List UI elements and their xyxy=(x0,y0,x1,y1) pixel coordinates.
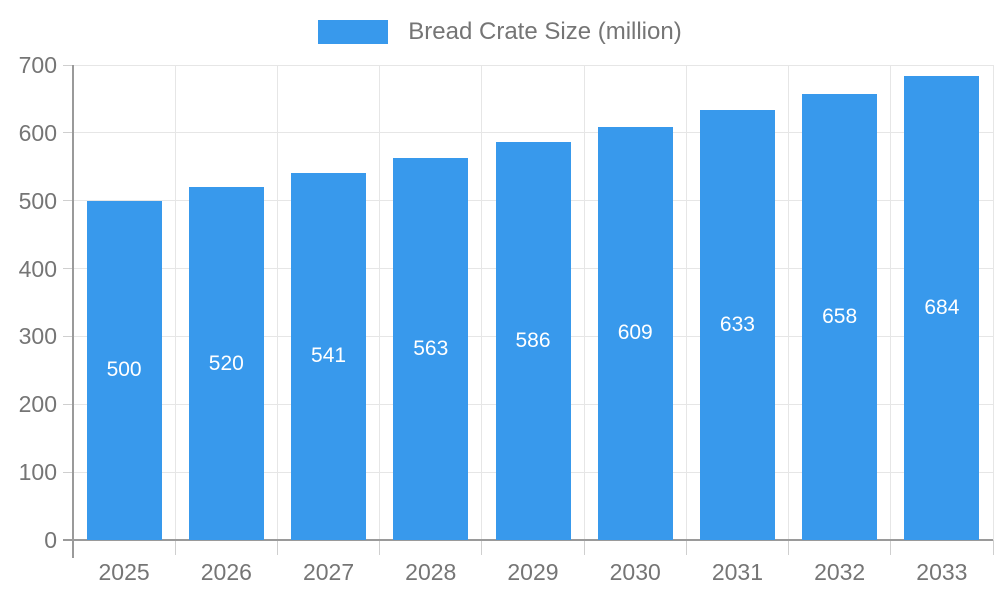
x-axis-tick xyxy=(481,540,483,555)
vertical-gridline xyxy=(583,65,585,540)
x-axis-tick xyxy=(992,540,994,555)
x-axis-label: 2027 xyxy=(302,559,355,585)
bar xyxy=(597,126,673,540)
bar-value-label: 609 xyxy=(617,321,653,345)
vertical-gridline xyxy=(481,65,483,540)
x-axis-tick xyxy=(890,540,892,555)
vertical-gridline xyxy=(174,65,176,540)
x-axis-label: 2026 xyxy=(200,559,252,585)
y-axis-label: 400 xyxy=(18,255,57,282)
y-axis-tick xyxy=(63,200,73,202)
legend-swatch-icon xyxy=(318,20,389,44)
vertical-gridline xyxy=(992,65,994,540)
x-axis-label: 2030 xyxy=(609,559,661,585)
x-axis-label: 2031 xyxy=(711,559,764,585)
y-axis-label: 0 xyxy=(44,527,57,553)
bar xyxy=(86,200,162,540)
bar-value-label: 658 xyxy=(822,304,858,328)
bar-value-label: 684 xyxy=(924,295,960,319)
vertical-gridline xyxy=(788,65,790,540)
bar xyxy=(904,75,980,540)
y-axis-line xyxy=(72,65,74,558)
bar-value-label: 563 xyxy=(413,336,449,360)
vertical-gridline xyxy=(685,65,687,540)
x-axis-tick xyxy=(788,540,790,555)
y-axis-label: 100 xyxy=(18,459,57,486)
vertical-gridline xyxy=(890,65,892,540)
vertical-gridline xyxy=(276,65,278,540)
y-axis-tick xyxy=(63,403,73,405)
horizontal-gridline xyxy=(73,132,993,134)
x-axis-tick xyxy=(685,540,687,555)
y-axis-tick xyxy=(63,335,73,337)
x-axis-label: 2032 xyxy=(814,559,866,585)
bar xyxy=(291,172,367,540)
y-axis-label: 300 xyxy=(18,323,57,350)
bar-value-label: 541 xyxy=(311,344,347,368)
bar-value-label: 520 xyxy=(208,351,244,375)
x-axis-label: 2028 xyxy=(405,559,457,585)
bar-value-label: 500 xyxy=(106,358,142,382)
y-axis-tick xyxy=(63,268,73,270)
y-axis-label: 200 xyxy=(18,391,57,418)
x-axis-tick xyxy=(583,540,585,555)
y-axis-tick xyxy=(63,132,73,134)
x-axis-tick xyxy=(276,540,278,555)
bar-value-label: 633 xyxy=(719,313,755,337)
y-axis-label: 600 xyxy=(18,119,57,146)
y-axis-tick xyxy=(63,64,73,66)
bar xyxy=(699,110,775,540)
x-axis-label: 2029 xyxy=(507,559,559,585)
x-axis-label: 2033 xyxy=(916,559,968,585)
chart-legend[interactable]: Bread Crate Size (million) xyxy=(0,16,1000,48)
x-axis-line xyxy=(63,539,993,541)
bar-value-label: 586 xyxy=(515,329,551,353)
bar xyxy=(495,142,571,540)
bar xyxy=(802,93,878,540)
x-axis-label: 2025 xyxy=(98,559,150,585)
vertical-gridline xyxy=(379,65,381,540)
y-axis-label: 700 xyxy=(18,52,57,78)
y-axis-tick xyxy=(63,471,73,473)
bar xyxy=(393,157,469,540)
y-axis-label: 500 xyxy=(18,187,57,214)
x-axis-tick xyxy=(174,540,176,555)
horizontal-gridline xyxy=(73,64,993,66)
x-axis-tick xyxy=(379,540,381,555)
legend-label: Bread Crate Size (million) xyxy=(408,18,682,45)
bar xyxy=(188,187,264,540)
